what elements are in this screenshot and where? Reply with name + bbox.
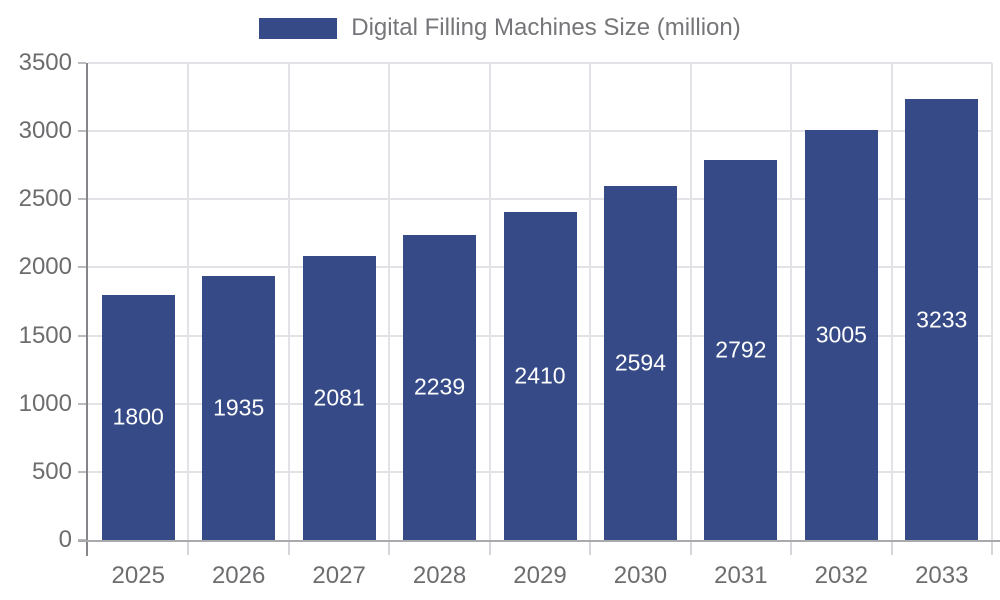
x-tick bbox=[388, 542, 391, 555]
x-tick bbox=[790, 542, 793, 555]
bar-value-label: 1800 bbox=[112, 403, 164, 430]
y-axis-label: 2000 bbox=[18, 253, 72, 281]
bar-value-label: 2594 bbox=[614, 349, 667, 376]
y-axis-label: 3000 bbox=[18, 117, 72, 145]
x-axis-line bbox=[78, 540, 1000, 542]
y-axis-label: 1000 bbox=[18, 389, 72, 417]
x-gridline bbox=[388, 63, 391, 540]
x-axis-label: 2030 bbox=[613, 562, 668, 589]
y-axis-label: 3500 bbox=[18, 49, 72, 76]
x-axis-label: 2028 bbox=[412, 562, 467, 589]
bar-value-label: 2239 bbox=[413, 373, 466, 400]
x-axis-label: 2031 bbox=[714, 562, 768, 589]
bar[interactable] bbox=[302, 256, 376, 540]
x-tick bbox=[187, 542, 190, 555]
legend-swatch bbox=[259, 17, 338, 39]
y-tick bbox=[78, 62, 86, 64]
legend-label: Digital Filling Machines Size (million) bbox=[351, 14, 741, 41]
bar[interactable] bbox=[704, 159, 778, 540]
x-axis-label: 2025 bbox=[111, 562, 165, 589]
x-tick bbox=[890, 542, 893, 555]
bar[interactable] bbox=[202, 276, 276, 540]
y-axis-label: 0 bbox=[58, 526, 72, 553]
bar-value-label: 2081 bbox=[313, 384, 365, 411]
bar-value-label: 3005 bbox=[815, 321, 867, 348]
y-axis-label: 2500 bbox=[18, 185, 72, 213]
y-gridline bbox=[88, 62, 992, 64]
bar-value-label: 2410 bbox=[514, 362, 566, 389]
bar[interactable] bbox=[804, 130, 878, 540]
y-axis-line bbox=[86, 63, 88, 556]
x-axis-label: 2032 bbox=[814, 562, 869, 589]
x-gridline bbox=[287, 63, 290, 540]
bar[interactable] bbox=[403, 234, 477, 540]
legend[interactable]: Digital Filling Machines Size (million) bbox=[0, 14, 1000, 42]
y-tick bbox=[78, 334, 86, 337]
bar[interactable] bbox=[905, 99, 979, 540]
x-gridline bbox=[991, 63, 993, 540]
y-tick bbox=[78, 266, 86, 269]
x-axis-label: 2033 bbox=[915, 562, 969, 589]
bar[interactable] bbox=[503, 211, 577, 540]
x-gridline bbox=[790, 63, 793, 540]
y-gridline bbox=[88, 130, 992, 133]
x-tick bbox=[689, 542, 692, 555]
x-axis-label: 2026 bbox=[211, 562, 266, 589]
bar-value-label: 1935 bbox=[213, 394, 265, 421]
bar-value-label: 2792 bbox=[715, 336, 767, 363]
x-gridline bbox=[589, 63, 592, 540]
x-axis-label: 2027 bbox=[312, 562, 366, 589]
y-tick bbox=[78, 198, 86, 201]
x-gridline bbox=[488, 63, 491, 540]
x-tick bbox=[991, 542, 993, 555]
y-tick bbox=[78, 130, 86, 133]
y-tick bbox=[78, 402, 86, 405]
bar[interactable] bbox=[101, 294, 175, 540]
x-tick bbox=[589, 542, 592, 555]
plot-area: 0 500 1000 1500 2000 2500 3000 3500 1800 2025 1935… bbox=[19, 49, 1000, 589]
y-axis-label: 1500 bbox=[18, 321, 72, 349]
bar-value-label: 3233 bbox=[916, 306, 968, 333]
x-gridline bbox=[890, 63, 893, 540]
x-gridline bbox=[689, 63, 692, 540]
x-axis-label: 2029 bbox=[513, 562, 567, 589]
x-tick bbox=[287, 542, 290, 555]
x-tick bbox=[488, 542, 491, 555]
y-tick bbox=[78, 470, 86, 473]
x-gridline bbox=[187, 63, 190, 540]
y-axis-label: 500 bbox=[31, 457, 72, 485]
y-gridline bbox=[88, 198, 992, 201]
bar[interactable] bbox=[603, 186, 677, 540]
